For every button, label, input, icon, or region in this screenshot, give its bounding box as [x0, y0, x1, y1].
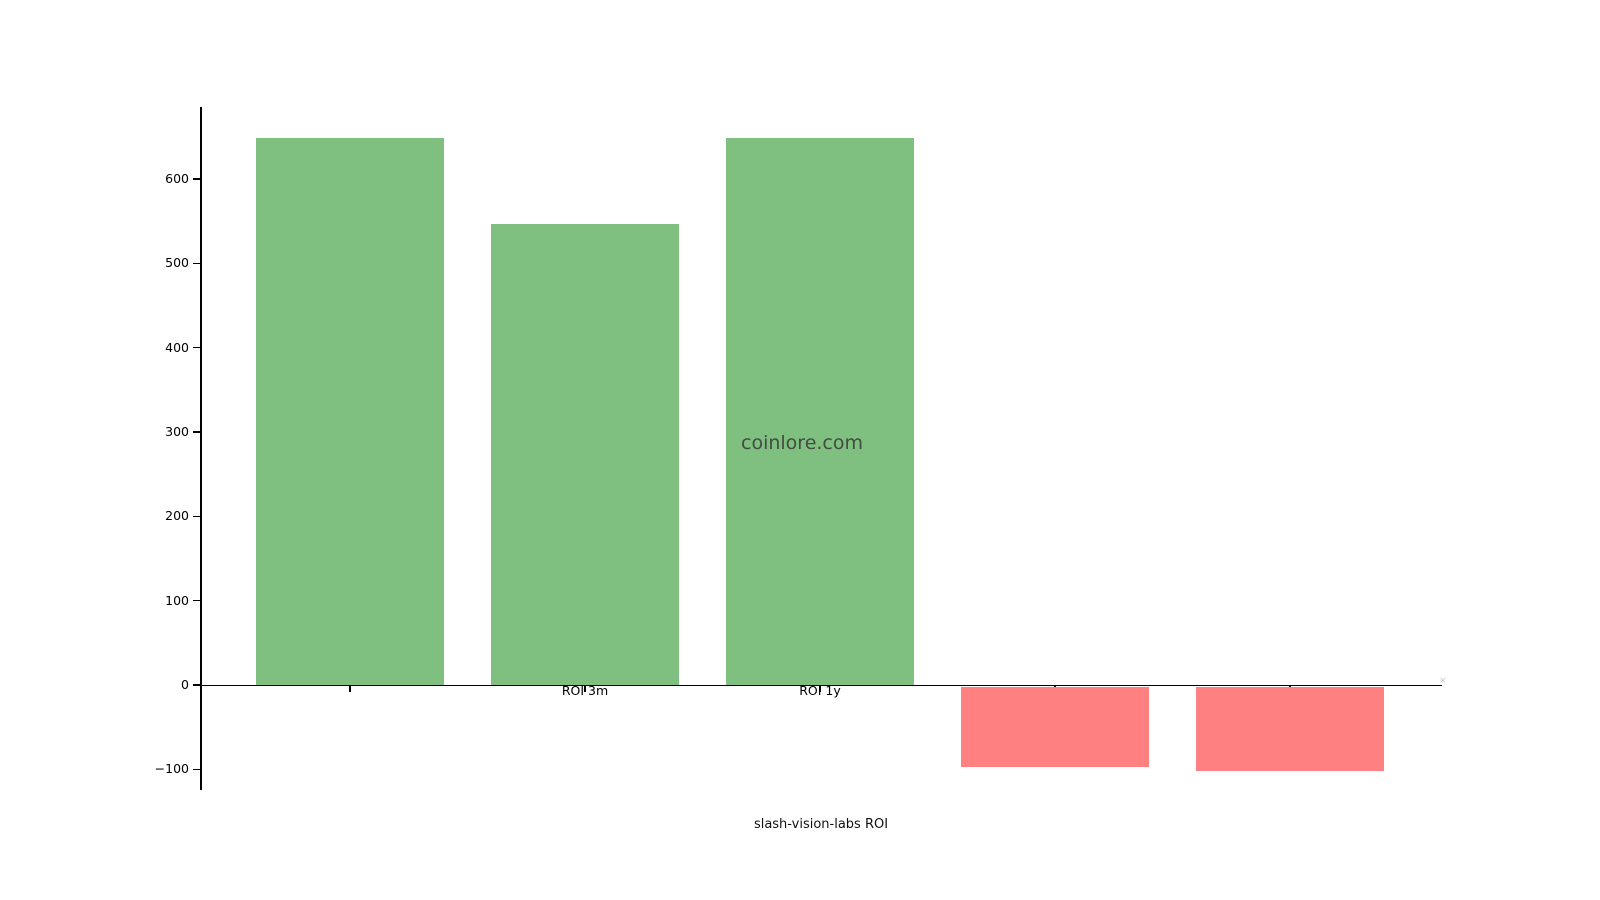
bar-series-4	[1196, 686, 1384, 771]
y-tick	[193, 599, 200, 602]
y-tick	[193, 768, 200, 771]
y-tick-label: 300	[165, 423, 189, 439]
y-tick-label: 0	[181, 677, 189, 692]
x-tick	[819, 685, 821, 692]
bar-roi-3m	[491, 223, 679, 685]
watermark: coinlore.com	[741, 432, 863, 454]
x-axis-title: slash-vision-labs ROI	[753, 817, 889, 832]
y-tick	[193, 684, 200, 686]
y-tick	[193, 178, 200, 180]
bar-roi-1y	[726, 138, 914, 685]
y-axis-spine	[200, 107, 202, 790]
y-tick-label: 100	[165, 592, 189, 608]
axis-end-mark: ×	[1439, 676, 1447, 686]
bar-series-3	[961, 686, 1149, 767]
y-tick-label: −100	[154, 761, 189, 777]
y-tick	[193, 262, 200, 264]
x-tick	[349, 685, 351, 692]
y-tick	[193, 346, 200, 349]
y-tick	[193, 515, 200, 517]
x-axis-line	[200, 684, 1442, 686]
y-tick-label: 500	[165, 255, 189, 271]
y-tick-label: 400	[165, 339, 189, 355]
y-tick	[193, 431, 200, 433]
x-tick	[584, 685, 586, 692]
bar-series-0	[256, 138, 444, 685]
y-tick-label: 600	[165, 170, 189, 186]
y-tick-label: 200	[165, 508, 189, 524]
